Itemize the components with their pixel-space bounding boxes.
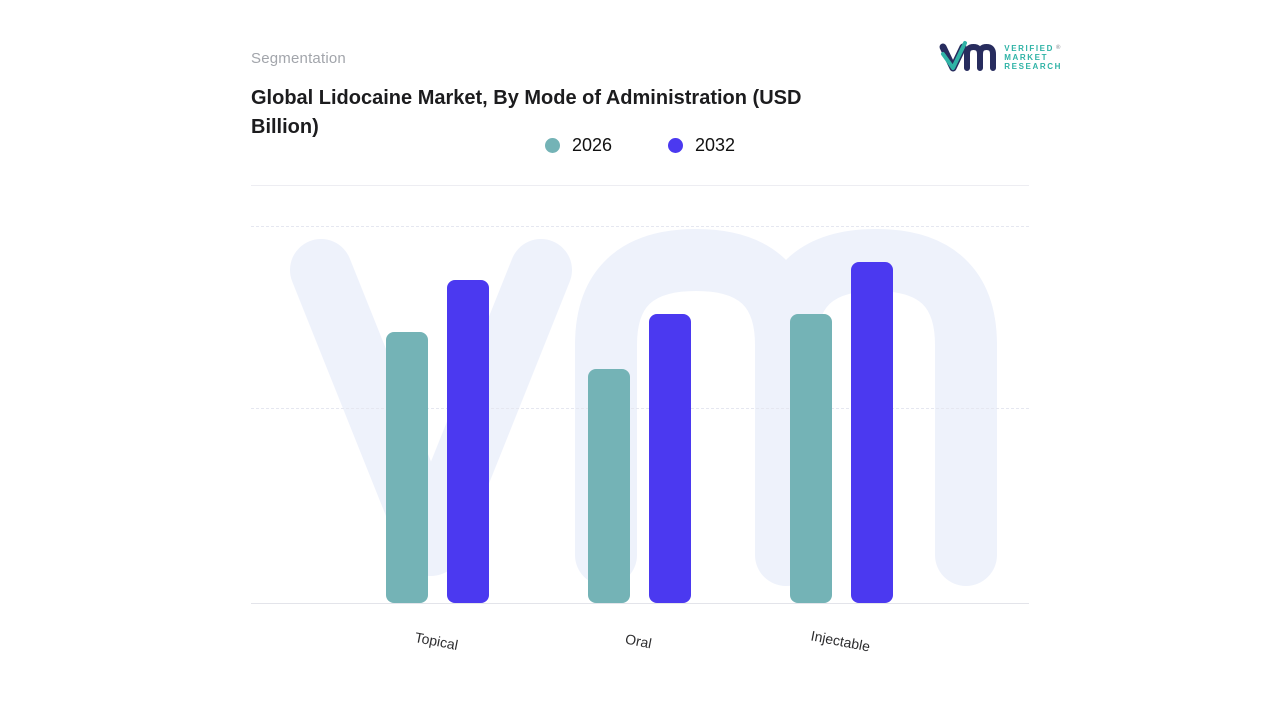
bar-injectable-2032[interactable] (851, 262, 893, 603)
vmr-logo-wordmark: VERIFIED ® MARKET RESEARCH (1004, 44, 1062, 71)
legend-item-2032[interactable]: 2032 (668, 135, 735, 156)
bars-layer: Topical Oral Injectable (251, 185, 1029, 655)
logo-line-market: MARKET (1004, 52, 1049, 62)
plot-area: Topical Oral Injectable (251, 185, 1029, 655)
chart-legend: 2026 2032 (251, 135, 1029, 156)
legend-label-2026: 2026 (571, 135, 612, 155)
registered-trademark: ® (1055, 44, 1062, 51)
x-axis-label-injectable: Injectable (809, 627, 872, 655)
x-axis-label-oral: Oral (623, 630, 654, 652)
gridline-top (251, 226, 1029, 227)
chart-title: Global Lidocaine Market, By Mode of Admi… (251, 87, 802, 138)
logo-line-research: RESEARCH (1004, 61, 1062, 71)
vmr-monogram-icon (939, 41, 997, 72)
bar-topical-2026[interactable] (386, 332, 428, 603)
legend-dot-2032-icon (668, 138, 683, 153)
bar-oral-2032[interactable] (649, 314, 691, 603)
header-divider (251, 185, 1029, 186)
legend-dot-2026-icon (544, 138, 560, 153)
legend-label-2032: 2032 (695, 135, 736, 155)
gridline-middle (251, 408, 1029, 409)
vmr-logo: VERIFIED ® MARKET RESEARCH (938, 40, 1062, 74)
bar-oral-2026[interactable] (588, 369, 630, 603)
legend-item-2026[interactable]: 2026 (544, 135, 612, 156)
bar-topical-2032[interactable] (447, 280, 489, 603)
logo-line-verified: VERIFIED (1004, 43, 1054, 53)
segmentation-eyebrow: Segmentation (251, 50, 346, 67)
x-axis-label-topical: Topical (413, 628, 460, 654)
x-axis-line (251, 603, 1029, 604)
bar-injectable-2026[interactable] (790, 314, 832, 603)
